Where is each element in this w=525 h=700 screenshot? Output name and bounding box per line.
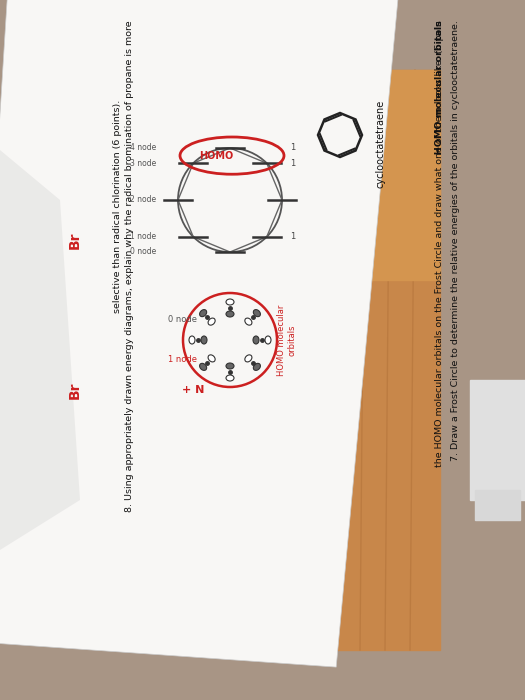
Text: 1 node: 1 node	[130, 232, 156, 241]
Ellipse shape	[226, 375, 234, 381]
Ellipse shape	[226, 363, 234, 369]
Text: 4 node: 4 node	[130, 144, 156, 153]
Text: HOMO: HOMO	[199, 150, 233, 160]
Text: HOMO molecular
orbitals: HOMO molecular orbitals	[277, 304, 297, 376]
Text: Br: Br	[68, 382, 82, 399]
Text: 1 node: 1 node	[169, 356, 197, 365]
Text: 0 node: 0 node	[130, 248, 156, 256]
Text: 0 node: 0 node	[169, 316, 197, 325]
Bar	[330, 70, 440, 280]
Ellipse shape	[254, 309, 260, 316]
Ellipse shape	[200, 309, 207, 316]
Bar	[470, 380, 525, 500]
Text: 1: 1	[290, 144, 295, 153]
Text: 1: 1	[290, 232, 295, 241]
Ellipse shape	[200, 363, 207, 370]
Text: HOMO molecular orbitals: HOMO molecular orbitals	[436, 20, 445, 216]
Ellipse shape	[265, 336, 271, 344]
Bar	[310, 70, 440, 650]
Ellipse shape	[201, 336, 207, 344]
Text: + N: + N	[182, 385, 204, 395]
Text: cyclooctatetraene: cyclooctatetraene	[375, 100, 385, 188]
Text: 8. Using appropriately drawn energy diagrams, explain why the radical brominatio: 8. Using appropriately drawn energy diag…	[125, 20, 134, 512]
Text: selective than radical chlorination (6 points).: selective than radical chlorination (6 p…	[113, 100, 122, 314]
Ellipse shape	[189, 336, 195, 344]
Ellipse shape	[208, 355, 215, 362]
Ellipse shape	[245, 318, 252, 326]
Polygon shape	[0, 0, 398, 667]
Ellipse shape	[254, 363, 260, 370]
Text: Br: Br	[68, 231, 82, 248]
Ellipse shape	[226, 311, 234, 317]
Text: 3 node: 3 node	[130, 159, 156, 168]
Text: 2 node: 2 node	[130, 195, 156, 204]
Ellipse shape	[253, 336, 259, 344]
Ellipse shape	[245, 355, 252, 362]
Polygon shape	[0, 150, 80, 550]
Text: 1: 1	[290, 159, 295, 168]
Ellipse shape	[208, 318, 215, 326]
Text: 7. Draw a Frost Circle to determine the relative energies of the orbitals in cyc: 7. Draw a Frost Circle to determine the …	[450, 20, 459, 461]
Text: the HOMO molecular orbitals on the Frost Circle and draw what one of them looks : the HOMO molecular orbitals on the Frost…	[436, 20, 445, 467]
Ellipse shape	[226, 299, 234, 305]
Bar	[475, 490, 520, 520]
